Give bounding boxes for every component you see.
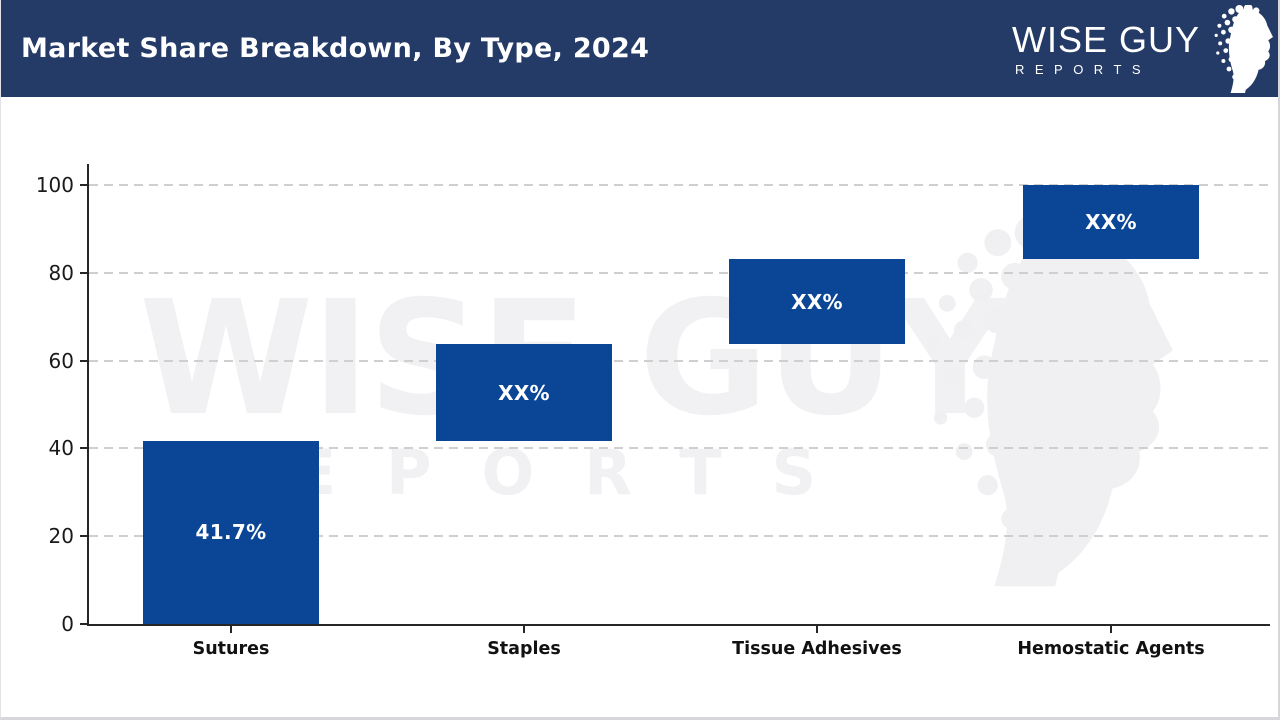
dotted-face-profile-icon: [1214, 4, 1273, 93]
gridline-20: [89, 535, 1270, 538]
x-axis-line: [87, 624, 1270, 626]
y-tick-label-20: 20: [48, 524, 74, 549]
bar-value-label: XX%: [791, 289, 843, 314]
gridline-100: [89, 184, 1270, 186]
logo-wordmark: WISE GUY: [1011, 18, 1200, 60]
x-tick-mark: [1110, 626, 1112, 633]
x-tick-mark: [230, 626, 232, 633]
y-tick-label-0: 0: [61, 612, 74, 636]
bar-hemostatic-agents: XX%: [1023, 185, 1199, 260]
y-tick-label-40: 40: [48, 436, 74, 461]
bar-value-label: 41.7%: [195, 520, 267, 545]
y-tick-mark: [80, 535, 87, 538]
bar-sutures: 41.7%: [143, 440, 319, 624]
y-axis-line: [87, 164, 89, 626]
y-tick-mark: [80, 271, 87, 274]
y-tick-mark: [80, 184, 87, 186]
bar-value-label: XX%: [498, 380, 550, 405]
bar-value-label: XX%: [1085, 210, 1137, 235]
gridline-40: [89, 447, 1270, 450]
logo-subtext: REPORTS: [1014, 61, 1152, 77]
gridline-80: [89, 271, 1270, 274]
x-category-label-sutures: Sutures: [192, 639, 270, 659]
y-tick-label-100: 100: [35, 173, 74, 197]
y-tick-mark: [80, 623, 87, 625]
y-tick-mark: [80, 359, 87, 362]
x-tick-mark: [816, 626, 818, 633]
x-category-label-tissue-adhesives: Tissue Adhesives: [732, 639, 902, 659]
wiseguy-logo-text: WISE GUY REPORTS: [1011, 18, 1200, 77]
y-tick-label-80: 80: [48, 260, 74, 285]
y-tick-label-60: 60: [48, 348, 74, 373]
x-category-label-hemostatic-agents: Hemostatic Agents: [1017, 639, 1205, 659]
chart-title: Market Share Breakdown, By Type, 2024: [21, 33, 650, 64]
x-category-label-staples: Staples: [487, 639, 561, 659]
gridline-60: [89, 359, 1270, 362]
header-bar: Market Share Breakdown, By Type, 2024 WI…: [1, 0, 1278, 97]
x-tick-mark: [523, 626, 525, 633]
bar-tissue-adhesives: XX%: [729, 259, 905, 345]
y-tick-mark: [80, 447, 87, 450]
bar-staples: XX%: [436, 344, 612, 441]
wiseguy-logo: WISE GUY REPORTS: [1011, 4, 1276, 93]
